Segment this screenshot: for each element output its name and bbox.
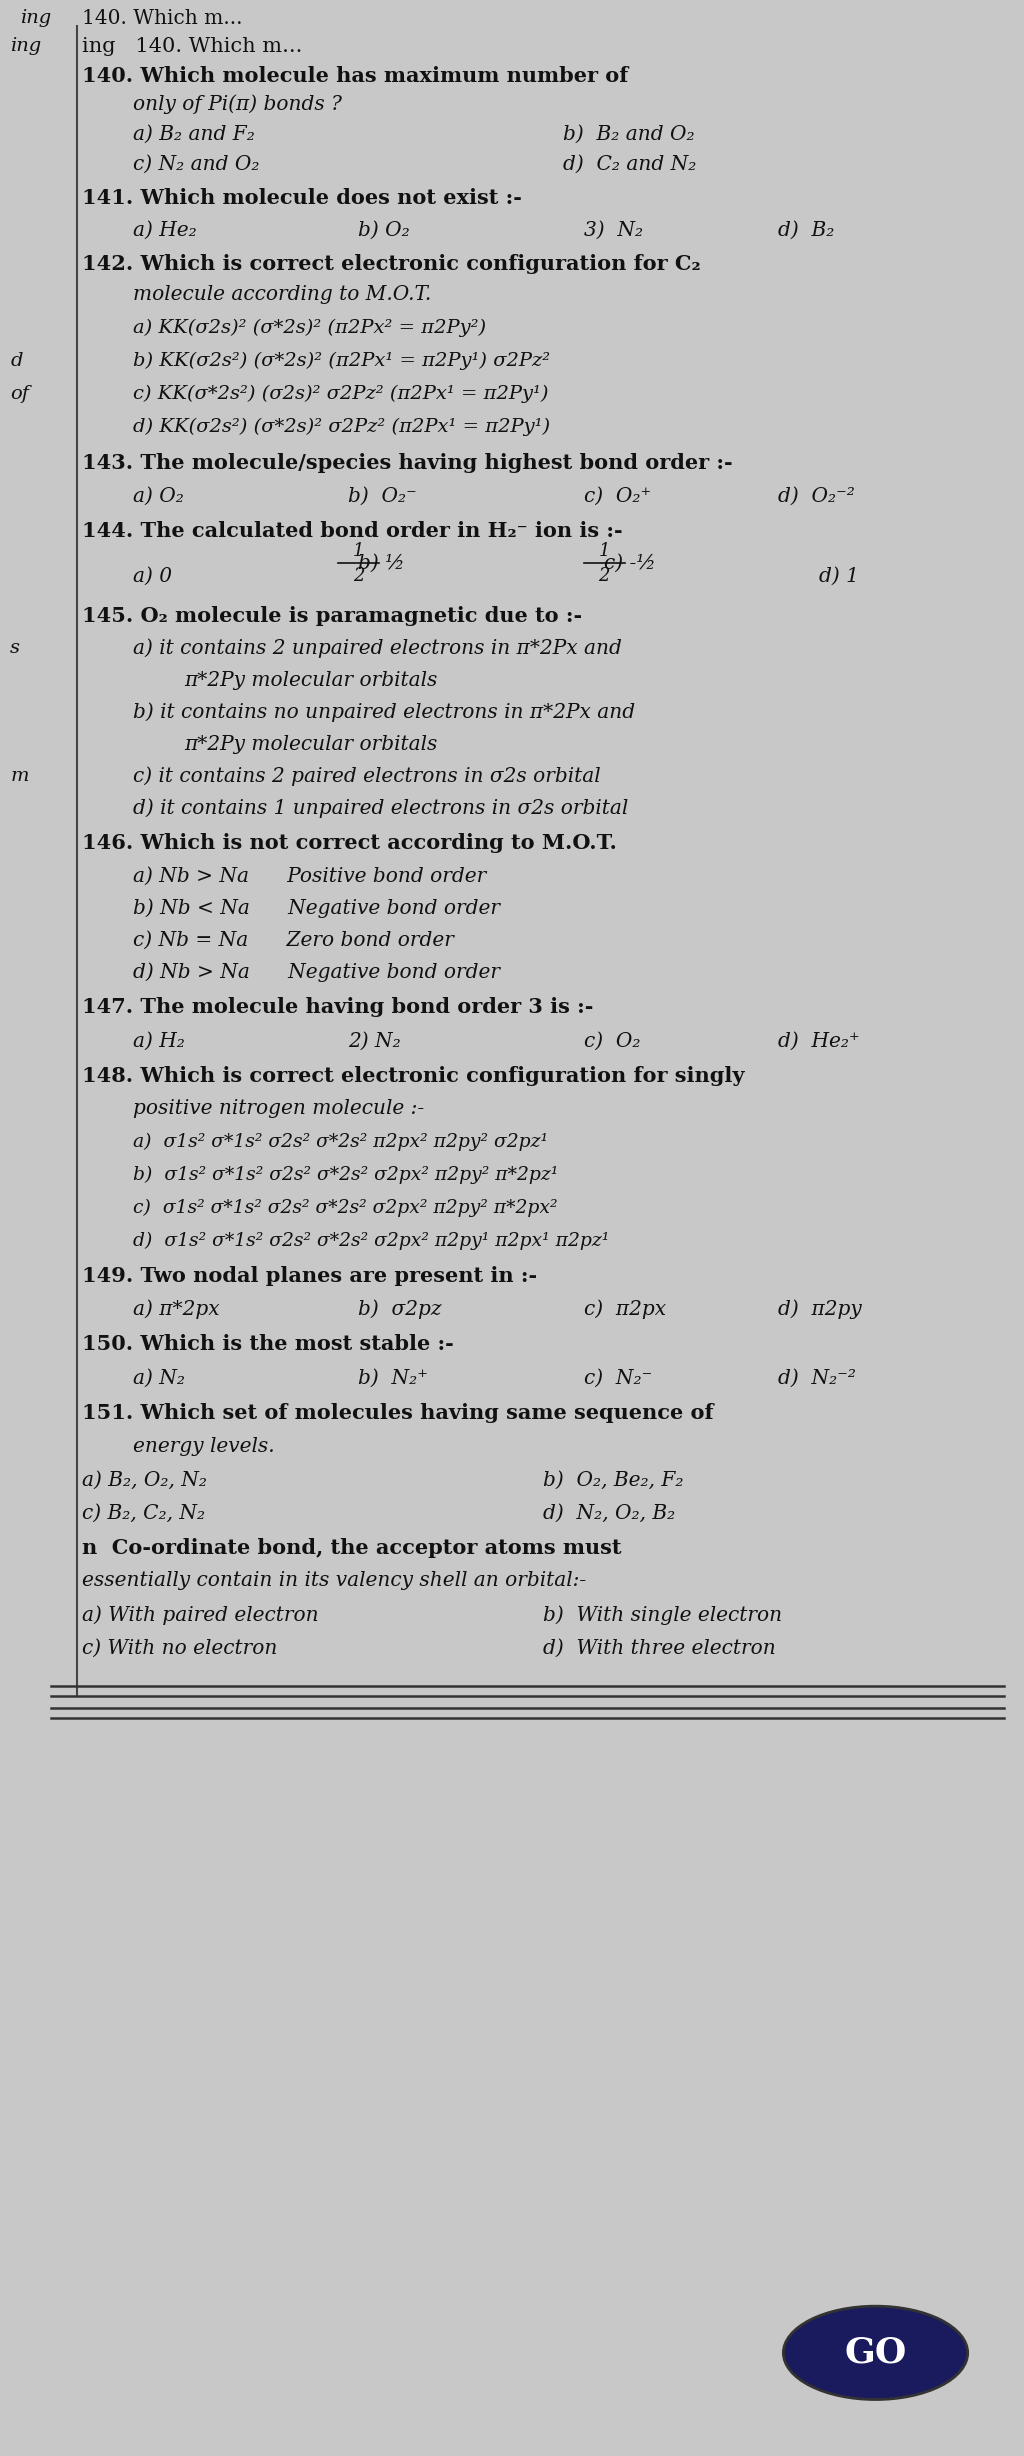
Text: a) He₂: a) He₂	[133, 221, 197, 241]
Text: molecule according to M.O.T.: molecule according to M.O.T.	[133, 285, 431, 305]
Text: b) O₂: b) O₂	[358, 221, 411, 241]
Text: d)  B₂: d) B₂	[778, 221, 835, 241]
Text: b) it contains no unpaired electrons in π*2Px and: b) it contains no unpaired electrons in …	[133, 702, 635, 722]
Text: a) B₂, O₂, N₂: a) B₂, O₂, N₂	[82, 1471, 207, 1488]
Text: a) 0: a) 0	[133, 567, 172, 585]
Text: c)  O₂⁺: c) O₂⁺	[584, 486, 651, 506]
Text: 149. Two nodal planes are present in :-: 149. Two nodal planes are present in :-	[82, 1265, 537, 1287]
Text: a) H₂: a) H₂	[133, 1032, 185, 1051]
Text: a) O₂: a) O₂	[133, 486, 184, 506]
Text: d: d	[10, 351, 23, 371]
Text: 150. Which is the most stable :-: 150. Which is the most stable :-	[82, 1334, 454, 1353]
Text: ing   140. Which m...: ing 140. Which m...	[82, 37, 302, 56]
Text: energy levels.: energy levels.	[133, 1437, 274, 1456]
Text: 2) N₂: 2) N₂	[348, 1032, 401, 1051]
Text: 148. Which is correct electronic configuration for singly: 148. Which is correct electronic configu…	[82, 1066, 744, 1086]
Text: c) N₂ and O₂: c) N₂ and O₂	[133, 155, 260, 174]
Text: d)  O₂⁻²: d) O₂⁻²	[778, 486, 855, 506]
Text: a)  σ1s² σ*1s² σ2s² σ*2s² π2px² π2py² σ2pz¹: a) σ1s² σ*1s² σ2s² σ*2s² π2px² π2py² σ2p…	[133, 1132, 548, 1152]
Text: 140. Which molecule has maximum number of: 140. Which molecule has maximum number o…	[82, 66, 628, 86]
Text: 141. Which molecule does not exist :-: 141. Which molecule does not exist :-	[82, 189, 522, 209]
Text: a) With paired electron: a) With paired electron	[82, 1606, 318, 1626]
Text: n  Co-ordinate bond, the acceptor atoms must: n Co-ordinate bond, the acceptor atoms m…	[82, 1537, 622, 1557]
Text: c) B₂, C₂, N₂: c) B₂, C₂, N₂	[82, 1503, 205, 1523]
Text: c)  O₂: c) O₂	[584, 1032, 640, 1051]
Text: b)  O₂, Be₂, F₂: b) O₂, Be₂, F₂	[543, 1471, 683, 1488]
Text: 144. The calculated bond order in H₂⁻ ion is :-: 144. The calculated bond order in H₂⁻ io…	[82, 521, 623, 540]
Text: positive nitrogen molecule :-: positive nitrogen molecule :-	[133, 1098, 424, 1117]
Text: a) KK(σ2s)² (σ*2s)² (π2Px² = π2Py²): a) KK(σ2s)² (σ*2s)² (π2Px² = π2Py²)	[133, 319, 486, 336]
Text: 146. Which is not correct according to M.O.T.: 146. Which is not correct according to M…	[82, 833, 616, 852]
Text: 140. Which m...: 140. Which m...	[82, 7, 243, 27]
Text: a) B₂ and F₂: a) B₂ and F₂	[133, 125, 255, 142]
Text: b)  σ2pz: b) σ2pz	[358, 1299, 442, 1319]
Text: 1: 1	[598, 543, 610, 560]
Text: b)  N₂⁺: b) N₂⁺	[358, 1368, 428, 1388]
Text: 2: 2	[598, 567, 610, 585]
Text: c) With no electron: c) With no electron	[82, 1638, 278, 1658]
Text: c) it contains 2 paired electrons in σ2s orbital: c) it contains 2 paired electrons in σ2s…	[133, 766, 601, 786]
Text: GO: GO	[845, 2336, 906, 2370]
Text: b)  σ1s² σ*1s² σ2s² σ*2s² σ2px² π2py² π*2pz¹: b) σ1s² σ*1s² σ2s² σ*2s² σ2px² π2py² π*2…	[133, 1167, 558, 1184]
Text: d)  σ1s² σ*1s² σ2s² σ*2s² σ2px² π2py¹ π2px¹ π2pz¹: d) σ1s² σ*1s² σ2s² σ*2s² σ2px² π2py¹ π2p…	[133, 1233, 609, 1250]
Text: d)  With three electron: d) With three electron	[543, 1638, 775, 1658]
Text: d) KK(σ2s²) (σ*2s)² σ2Pz² (π2Px¹ = π2Py¹): d) KK(σ2s²) (σ*2s)² σ2Pz² (π2Px¹ = π2Py¹…	[133, 418, 550, 437]
Text: c) KK(σ*2s²) (σ2s)² σ2Pz² (π2Px¹ = π2Py¹): c) KK(σ*2s²) (σ2s)² σ2Pz² (π2Px¹ = π2Py¹…	[133, 386, 549, 403]
Text: b) KK(σ2s²) (σ*2s)² (π2Px¹ = π2Py¹) σ2Pz²: b) KK(σ2s²) (σ*2s)² (π2Px¹ = π2Py¹) σ2Pz…	[133, 351, 550, 371]
Text: only of Pi(π) bonds ?: only of Pi(π) bonds ?	[133, 93, 342, 113]
Text: d)  C₂ and N₂: d) C₂ and N₂	[563, 155, 696, 174]
Text: c) -½: c) -½	[604, 553, 656, 572]
Text: s: s	[10, 639, 20, 658]
Text: a) it contains 2 unpaired electrons in π*2Px and: a) it contains 2 unpaired electrons in π…	[133, 639, 622, 658]
Text: c)  σ1s² σ*1s² σ2s² σ*2s² σ2px² π2py² π*2px²: c) σ1s² σ*1s² σ2s² σ*2s² σ2px² π2py² π*2…	[133, 1199, 558, 1218]
Text: a) Nb > Na      Positive bond order: a) Nb > Na Positive bond order	[133, 867, 486, 887]
Text: b) ½: b) ½	[358, 553, 406, 572]
Text: d)  He₂⁺: d) He₂⁺	[778, 1032, 860, 1051]
Text: a) π*2px: a) π*2px	[133, 1299, 220, 1319]
Text: a) N₂: a) N₂	[133, 1368, 185, 1388]
Text: m: m	[10, 766, 29, 786]
Text: of: of	[10, 386, 30, 403]
Text: c)  π2px: c) π2px	[584, 1299, 666, 1319]
Text: c)  N₂⁻: c) N₂⁻	[584, 1368, 652, 1388]
Ellipse shape	[783, 2306, 968, 2400]
Text: ing: ing	[10, 37, 42, 54]
Text: 143. The molecule/species having highest bond order :-: 143. The molecule/species having highest…	[82, 452, 732, 474]
Text: b)  B₂ and O₂: b) B₂ and O₂	[563, 125, 695, 142]
Text: d)  N₂⁻²: d) N₂⁻²	[778, 1368, 856, 1388]
Text: d)  π2py: d) π2py	[778, 1299, 862, 1319]
Text: 1: 1	[352, 543, 365, 560]
Text: 145. O₂ molecule is paramagnetic due to :-: 145. O₂ molecule is paramagnetic due to …	[82, 607, 582, 626]
Text: 2: 2	[352, 567, 365, 585]
Text: 142. Which is correct electronic configuration for C₂: 142. Which is correct electronic configu…	[82, 253, 700, 275]
Text: b)  With single electron: b) With single electron	[543, 1606, 782, 1626]
Text: b)  O₂⁻: b) O₂⁻	[348, 486, 417, 506]
Text: essentially contain in its valency shell an orbital:-: essentially contain in its valency shell…	[82, 1572, 586, 1591]
Text: d)  N₂, O₂, B₂: d) N₂, O₂, B₂	[543, 1503, 675, 1523]
Text: ing: ing	[20, 10, 52, 27]
Text: π*2Py molecular orbitals: π*2Py molecular orbitals	[184, 670, 437, 690]
Text: 147. The molecule having bond order 3 is :-: 147. The molecule having bond order 3 is…	[82, 997, 593, 1017]
Text: c) Nb = Na      Zero bond order: c) Nb = Na Zero bond order	[133, 931, 454, 950]
Text: d) 1: d) 1	[819, 567, 859, 585]
Text: 3)  N₂: 3) N₂	[584, 221, 643, 241]
Text: 151. Which set of molecules having same sequence of: 151. Which set of molecules having same …	[82, 1402, 714, 1422]
Text: d) Nb > Na      Negative bond order: d) Nb > Na Negative bond order	[133, 963, 500, 982]
Text: d) it contains 1 unpaired electrons in σ2s orbital: d) it contains 1 unpaired electrons in σ…	[133, 798, 629, 818]
Text: π*2Py molecular orbitals: π*2Py molecular orbitals	[184, 734, 437, 754]
Text: b) Nb < Na      Negative bond order: b) Nb < Na Negative bond order	[133, 899, 500, 919]
